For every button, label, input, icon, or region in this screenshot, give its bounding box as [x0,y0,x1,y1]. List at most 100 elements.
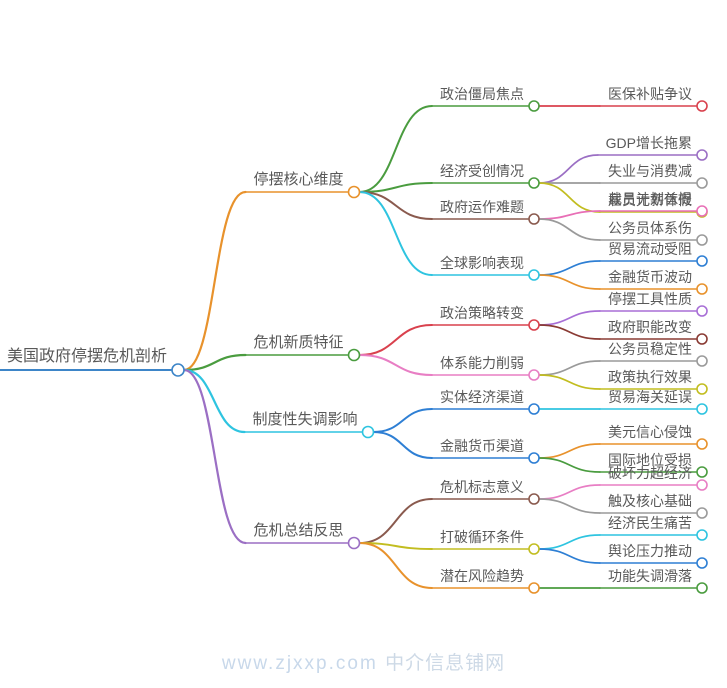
node-handle[interactable] [528,177,540,189]
node-体系能力削弱[interactable]: 体系能力削弱 [438,356,526,372]
node-贸易海关延误[interactable]: 贸易海关延误 [606,390,694,406]
node-text: 政治僵局焦点 [440,86,524,102]
node-text: 政府运作难题 [440,199,524,215]
node-handle[interactable] [696,529,708,541]
node-全球影响表现[interactable]: 全球影响表现 [438,256,526,272]
node-text: 公务员体系伤 [608,220,692,236]
node-贸易流动受阻[interactable]: 贸易流动受阻 [606,242,694,258]
node-医保补贴争议[interactable]: 医保补贴争议 [606,87,694,103]
node-功能失调滑落[interactable]: 功能失调滑落 [606,569,694,585]
node-handle[interactable] [696,557,708,569]
node-text: 破坏力超经济 [608,465,692,481]
node-handle[interactable] [696,383,708,395]
node-text: 国际地位受损 [608,452,692,468]
node-雇员无薪休假[interactable]: 雇员无薪休假 [606,193,694,209]
node-handle[interactable] [347,185,361,199]
node-text: 政府职能改变 [608,319,692,335]
node-美国政府停摆危机剖析[interactable]: 美国政府停摆危机剖析 [5,349,169,367]
connector [182,353,247,372]
node-handle[interactable] [696,255,708,267]
node-handle[interactable] [696,355,708,367]
connector [538,182,601,213]
node-政策执行效果[interactable]: 政策执行效果 [606,370,694,386]
node-舆论压力推动[interactable]: 舆论压力推动 [606,544,694,560]
node-handle[interactable] [347,348,361,362]
node-失业与消费减[interactable]: 失业与消费减 [606,164,694,180]
node-危机标志意义[interactable]: 危机标志意义 [438,480,526,496]
node-handle[interactable] [696,177,708,189]
node-handle[interactable] [696,466,708,478]
node-危机新质特征[interactable]: 危机新质特征 [251,335,345,352]
node-text: 美元信心侵蚀 [608,424,692,440]
node-经济受创情况[interactable]: 经济受创情况 [438,164,526,180]
connector [538,310,601,326]
node-text: 实体经济渠道 [440,389,524,405]
connector [538,260,601,276]
node-text: 失业与消费减 [608,163,692,179]
node-text: 美国政府停摆危机剖析 [6,348,167,365]
node-text: 贸易海关延误 [608,389,692,405]
node-handle[interactable] [696,205,708,217]
node-text: 雇员无薪休假 [608,192,692,208]
node-handle[interactable] [528,269,540,281]
node-handle[interactable] [528,493,540,505]
node-破坏力超经济[interactable]: 破坏力超经济 [606,466,694,482]
node-text: 潜在风险趋势 [440,568,524,584]
node-政治僵局焦点[interactable]: 政治僵局焦点 [438,87,526,103]
node-handle[interactable] [528,369,540,381]
node-handle[interactable] [696,479,708,491]
node-停摆工具性质[interactable]: 停摆工具性质 [606,292,694,308]
node-handle[interactable] [528,319,540,331]
node-handle[interactable] [696,305,708,317]
node-handle[interactable] [696,507,708,519]
node-停摆核心维度[interactable]: 停摆核心维度 [251,172,345,189]
node-触及核心基础[interactable]: 触及核心基础 [606,494,694,510]
node-政府职能改变[interactable]: 政府职能改变 [606,320,694,336]
node-美元信心侵蚀[interactable]: 美元信心侵蚀 [606,425,694,441]
connector [182,190,247,372]
node-handle[interactable] [528,213,540,225]
node-text: 功能失调滑落 [608,568,692,584]
node-handle[interactable] [696,403,708,415]
connector [538,210,601,220]
node-text: 公务员稳定性 [608,341,692,357]
node-handle[interactable] [171,363,185,377]
node-公务员稳定性[interactable]: 公务员稳定性 [606,342,694,358]
node-handle[interactable] [696,149,708,161]
node-handle[interactable] [361,425,375,439]
connector [358,498,433,544]
node-打破循环条件[interactable]: 打破循环条件 [438,530,526,546]
node-text: GDP增长拖累 [605,135,692,151]
node-handle[interactable] [696,283,708,295]
node-GDP增长拖累[interactable]: GDP增长拖累 [604,136,694,152]
node-政治策略转变[interactable]: 政治策略转变 [438,306,526,322]
connector [538,274,601,290]
node-handle[interactable] [528,543,540,555]
node-金融货币渠道[interactable]: 金融货币渠道 [438,439,526,455]
node-政府运作难题[interactable]: 政府运作难题 [438,200,526,216]
node-制度性失调影响[interactable]: 制度性失调影响 [250,412,359,429]
node-经济民生痛苦[interactable]: 经济民生痛苦 [606,516,694,532]
connector [538,324,601,340]
node-潜在风险趋势[interactable]: 潜在风险趋势 [438,569,526,585]
node-handle[interactable] [696,234,708,246]
node-裁员计划首提[interactable]: 裁员计划首提 [606,192,694,208]
connector [358,182,433,193]
node-handle[interactable] [528,100,540,112]
node-handle[interactable] [696,100,708,112]
node-text: 危机新质特征 [253,334,344,351]
node-handle[interactable] [528,582,540,594]
node-公务员体系伤[interactable]: 公务员体系伤 [606,221,694,237]
node-handle[interactable] [696,582,708,594]
node-国际地位受损[interactable]: 国际地位受损 [606,453,694,469]
node-handle[interactable] [347,536,361,550]
node-金融货币波动[interactable]: 金融货币波动 [606,270,694,286]
node-实体经济渠道[interactable]: 实体经济渠道 [438,390,526,406]
node-handle[interactable] [696,333,708,345]
node-handle[interactable] [696,438,708,450]
node-handle[interactable] [528,403,540,415]
node-text: 政治策略转变 [440,305,524,321]
node-text: 打破循环条件 [440,529,524,545]
node-危机总结反思[interactable]: 危机总结反思 [251,523,345,540]
node-handle[interactable] [528,452,540,464]
